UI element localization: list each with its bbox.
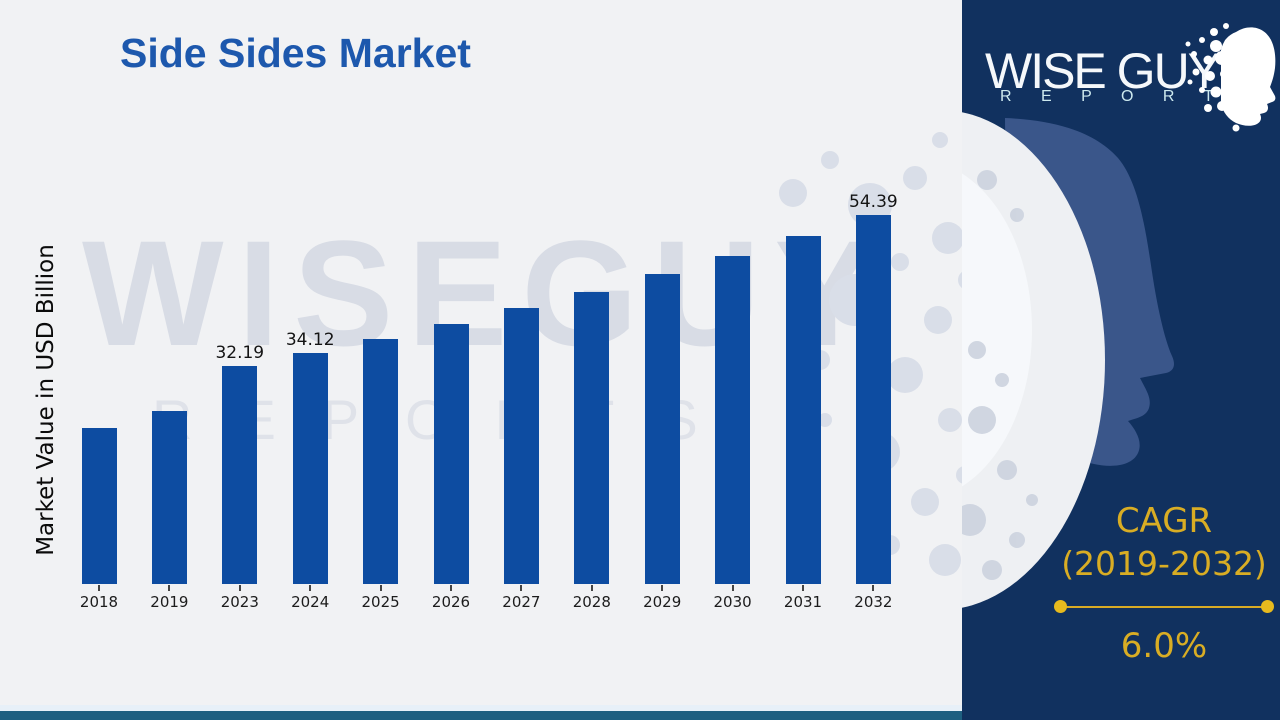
- bottom-light-strip: [0, 705, 1280, 711]
- data-label-2024: 34.12: [285, 330, 335, 350]
- bar-2024: [292, 353, 328, 584]
- cagr-value: 6.0%: [1120, 625, 1208, 666]
- chart-title: Side Sides Market: [120, 30, 471, 76]
- x-tick-label-2031: 2031: [783, 593, 823, 611]
- dotted-face-profile-icon: [1185, 23, 1276, 132]
- x-tick-label-2030: 2030: [713, 593, 752, 611]
- x-axis-tick: [661, 585, 664, 591]
- bar-2023: [222, 366, 258, 584]
- x-axis-tick: [590, 585, 593, 591]
- cagr-block: CAGR (2019-2032) 6.0%: [1054, 500, 1274, 666]
- x-axis-tick: [309, 585, 312, 591]
- bar-2027: [503, 308, 539, 584]
- x-axis-tick: [520, 585, 523, 591]
- x-axis-tick: [238, 585, 241, 591]
- x-tick-label-2026: 2026: [431, 593, 471, 611]
- bar-2018: [81, 428, 117, 584]
- x-axis-tick: [802, 585, 804, 591]
- x-tick-label-2024: 2024: [291, 593, 330, 611]
- bar-2025: [363, 339, 399, 584]
- brand-subtitle: R E P O R T S: [1000, 88, 1266, 105]
- x-axis-tick: [872, 585, 875, 591]
- brand-wordmark: WISE GUY: [985, 43, 1221, 99]
- x-tick-label-2019: 2019: [150, 593, 189, 611]
- cagr-divider-line: [1054, 600, 1274, 614]
- x-tick-label-2029: 2029: [643, 593, 682, 611]
- panel-bubble-dots: [962, 170, 1038, 580]
- x-axis-tick: [731, 585, 734, 591]
- x-axis-tick: [168, 585, 171, 591]
- bar-2031: [785, 236, 821, 584]
- bottom-teal-strip: [0, 711, 1280, 720]
- y-axis-label: Market Value in USD Billion: [33, 244, 59, 556]
- data-label-2023: 32.19: [215, 343, 265, 363]
- bar-2030: [715, 256, 751, 584]
- brand-panel: [962, 0, 1280, 720]
- x-tick-label-2032: 2032: [854, 593, 893, 611]
- x-tick-label-2028: 2028: [572, 593, 611, 611]
- x-tick-label-2027: 2027: [502, 593, 541, 611]
- bar-2028: [574, 292, 610, 584]
- bar-2026: [433, 324, 469, 584]
- x-tick-label-2023: 2023: [220, 593, 259, 611]
- bar-2029: [644, 274, 680, 584]
- bar-2032: [855, 215, 891, 584]
- cagr-range: (2019-2032): [1061, 543, 1267, 583]
- x-axis-tick: [450, 585, 452, 591]
- x-axis-tick: [98, 585, 100, 591]
- x-tick-label-2018: 2018: [79, 593, 119, 611]
- data-label-2032: 54.39: [849, 192, 898, 212]
- bar-2019: [151, 411, 187, 584]
- cagr-label: CAGR: [1115, 501, 1213, 541]
- x-tick-label-2025: 2025: [361, 593, 400, 611]
- x-axis-tick: [379, 585, 382, 591]
